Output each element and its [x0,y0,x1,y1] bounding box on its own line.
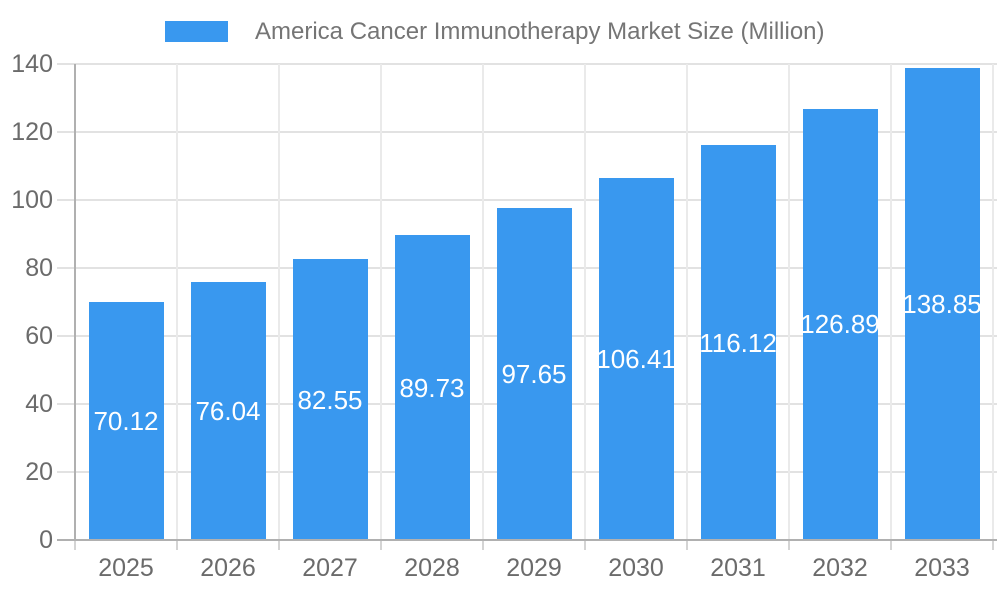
bar[interactable] [88,301,164,540]
category-separator-line [380,64,382,540]
x-axis-tick [74,541,76,550]
bar-value-label: 89.73 [399,372,465,403]
category-separator-line [788,64,790,540]
bar-value-label: 106.41 [596,344,676,375]
bar[interactable] [394,234,470,540]
x-axis-tick [992,541,994,550]
category-separator-line [584,64,586,540]
bar-value-label: 76.04 [195,395,261,426]
y-axis-label: 0 [39,526,53,554]
bar-value-label: 82.55 [297,384,363,415]
bar-value-label: 138.85 [902,289,982,319]
y-gridline [57,63,997,65]
x-axis-label: 2025 [98,554,154,582]
category-separator-line [686,64,688,540]
x-axis-label: 2030 [608,554,664,582]
x-axis-tick [278,541,280,550]
x-axis-tick [686,541,688,550]
x-axis-tick [482,541,484,550]
chart-title: America Cancer Immunotherapy Market Size… [255,17,825,45]
bar-value-label: 126.89 [800,309,880,340]
legend-item[interactable]: America Cancer Immunotherapy Market Size… [165,17,825,45]
x-axis-tick [380,541,382,550]
x-axis-label: 2033 [914,554,970,582]
category-separator-line [482,64,484,540]
x-axis-tick [584,541,586,550]
y-axis-label: 120 [11,118,53,146]
bar-value-label: 116.12 [699,327,777,358]
x-axis-line [57,539,997,541]
y-axis-label: 80 [25,254,53,282]
x-axis-label: 2032 [812,554,868,582]
x-axis-tick [890,541,892,550]
y-axis-label: 100 [11,186,53,214]
category-separator-line [890,64,892,540]
bar[interactable] [700,145,776,540]
y-axis-label: 40 [25,390,53,418]
bar[interactable] [292,259,368,540]
y-axis-line [74,64,76,540]
y-gridline [57,131,997,133]
bar[interactable] [802,108,878,540]
x-axis-tick [788,541,790,550]
x-axis-label: 2026 [200,554,256,582]
bar[interactable] [190,281,266,540]
bar[interactable] [496,208,572,540]
legend-swatch [165,21,228,42]
x-axis-label: 2029 [506,554,562,582]
category-separator-line [278,64,280,540]
x-axis-tick [176,541,178,550]
y-axis-label: 20 [25,458,53,486]
x-axis-label: 2031 [710,554,766,582]
category-separator-line [176,64,178,540]
y-gridline [57,199,997,201]
y-axis-label: 60 [25,322,53,350]
x-axis-label: 2028 [404,554,460,582]
bar-value-label: 70.12 [93,405,159,436]
y-axis-label: 140 [11,50,53,78]
category-separator-line [992,64,994,540]
bar[interactable] [904,67,980,540]
bar-value-label: 97.65 [501,359,567,389]
x-axis-label: 2027 [302,554,358,582]
bar[interactable] [598,178,674,540]
